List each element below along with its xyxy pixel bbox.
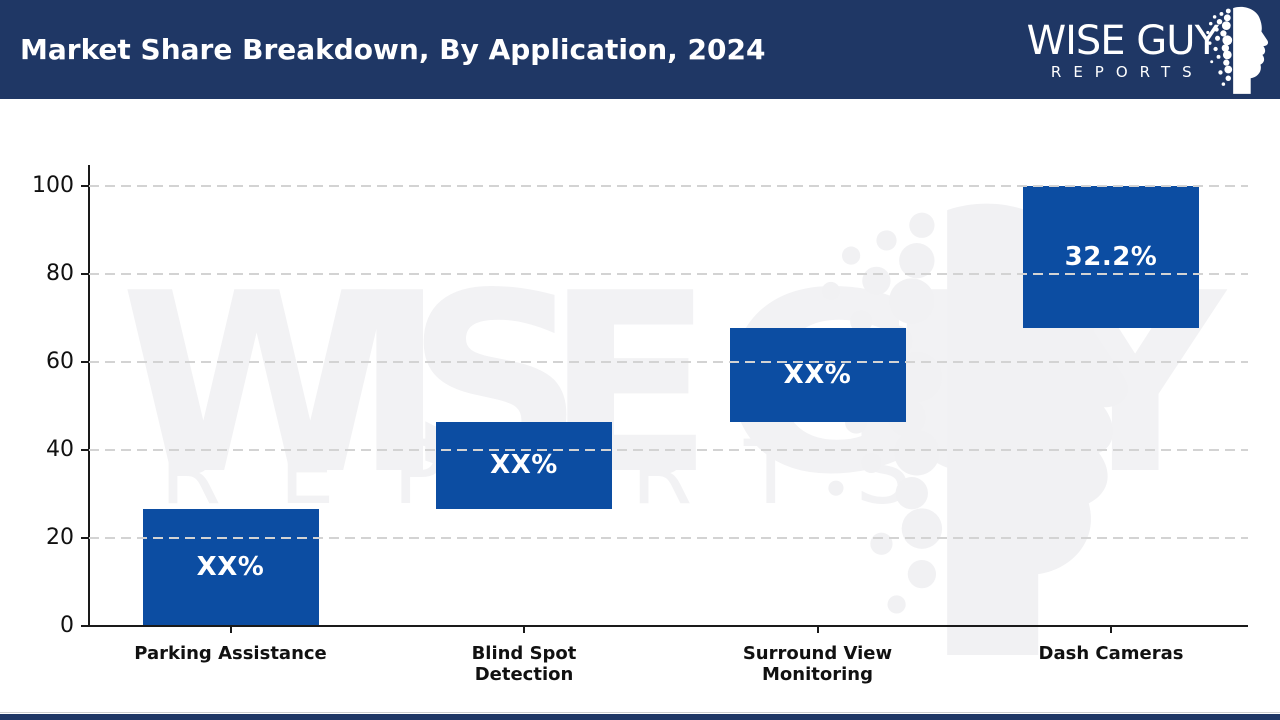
x-category-label: Dash Cameras (1038, 643, 1184, 664)
page-title: Market Share Breakdown, By Application, … (20, 33, 766, 66)
footer-bar (0, 714, 1280, 720)
y-tick-label: 40 (46, 437, 74, 462)
y-tick-label: 100 (32, 173, 74, 198)
x-tick-mark (816, 626, 819, 633)
bar-segment-2: XX% (729, 327, 906, 422)
wiseguy-head-icon (1206, 6, 1269, 94)
gridline-40 (89, 449, 1248, 451)
header-bar: Market Share Breakdown, By Application, … (0, 0, 1280, 99)
y-tick-mark (81, 449, 89, 451)
x-tick-mark (1110, 626, 1112, 633)
x-axis-line (81, 625, 1248, 627)
bar-segment-0: XX% (142, 508, 319, 626)
y-tick-mark (81, 537, 89, 539)
wiseguy-logo: WISE GUY REPORTS (1027, 4, 1278, 96)
gridline-80 (89, 273, 1248, 275)
y-tick-label: 0 (60, 613, 74, 638)
plot-area: WISE GUY REPORTS 020406080100XX%Parking … (0, 99, 1280, 714)
gridline-100 (89, 185, 1248, 187)
gridline-60 (89, 361, 1248, 363)
gridline-20 (89, 537, 1248, 539)
bar-segment-3: 32.2% (1023, 186, 1199, 328)
bar-value-label: XX% (196, 552, 265, 583)
x-category-label: Blind Spot Detection (471, 643, 577, 686)
x-category-label: Surround View Monitoring (742, 643, 893, 686)
bar-value-label: XX% (490, 450, 558, 481)
y-tick-mark (81, 361, 89, 363)
footer-divider (0, 712, 1280, 713)
y-tick-label: 80 (46, 261, 74, 286)
wiseguy-logo-text: WISE GUY REPORTS (1026, 17, 1219, 81)
y-axis-spine (88, 165, 90, 627)
y-tick-mark (81, 273, 89, 275)
x-tick-mark (523, 626, 525, 633)
bar-value-label: XX% (783, 359, 852, 390)
y-tick-mark (81, 625, 89, 627)
x-tick-mark (229, 626, 232, 633)
bar-segment-1: XX% (436, 421, 612, 509)
x-category-label: Parking Assistance (134, 643, 327, 664)
y-tick-label: 20 (46, 525, 74, 550)
y-tick-label: 60 (46, 349, 74, 374)
logo-wordmark: WISE GUY (1026, 17, 1219, 64)
y-tick-mark (81, 185, 89, 187)
bar-value-label: 32.2% (1064, 241, 1158, 272)
logo-subtext: REPORTS (1050, 62, 1204, 81)
